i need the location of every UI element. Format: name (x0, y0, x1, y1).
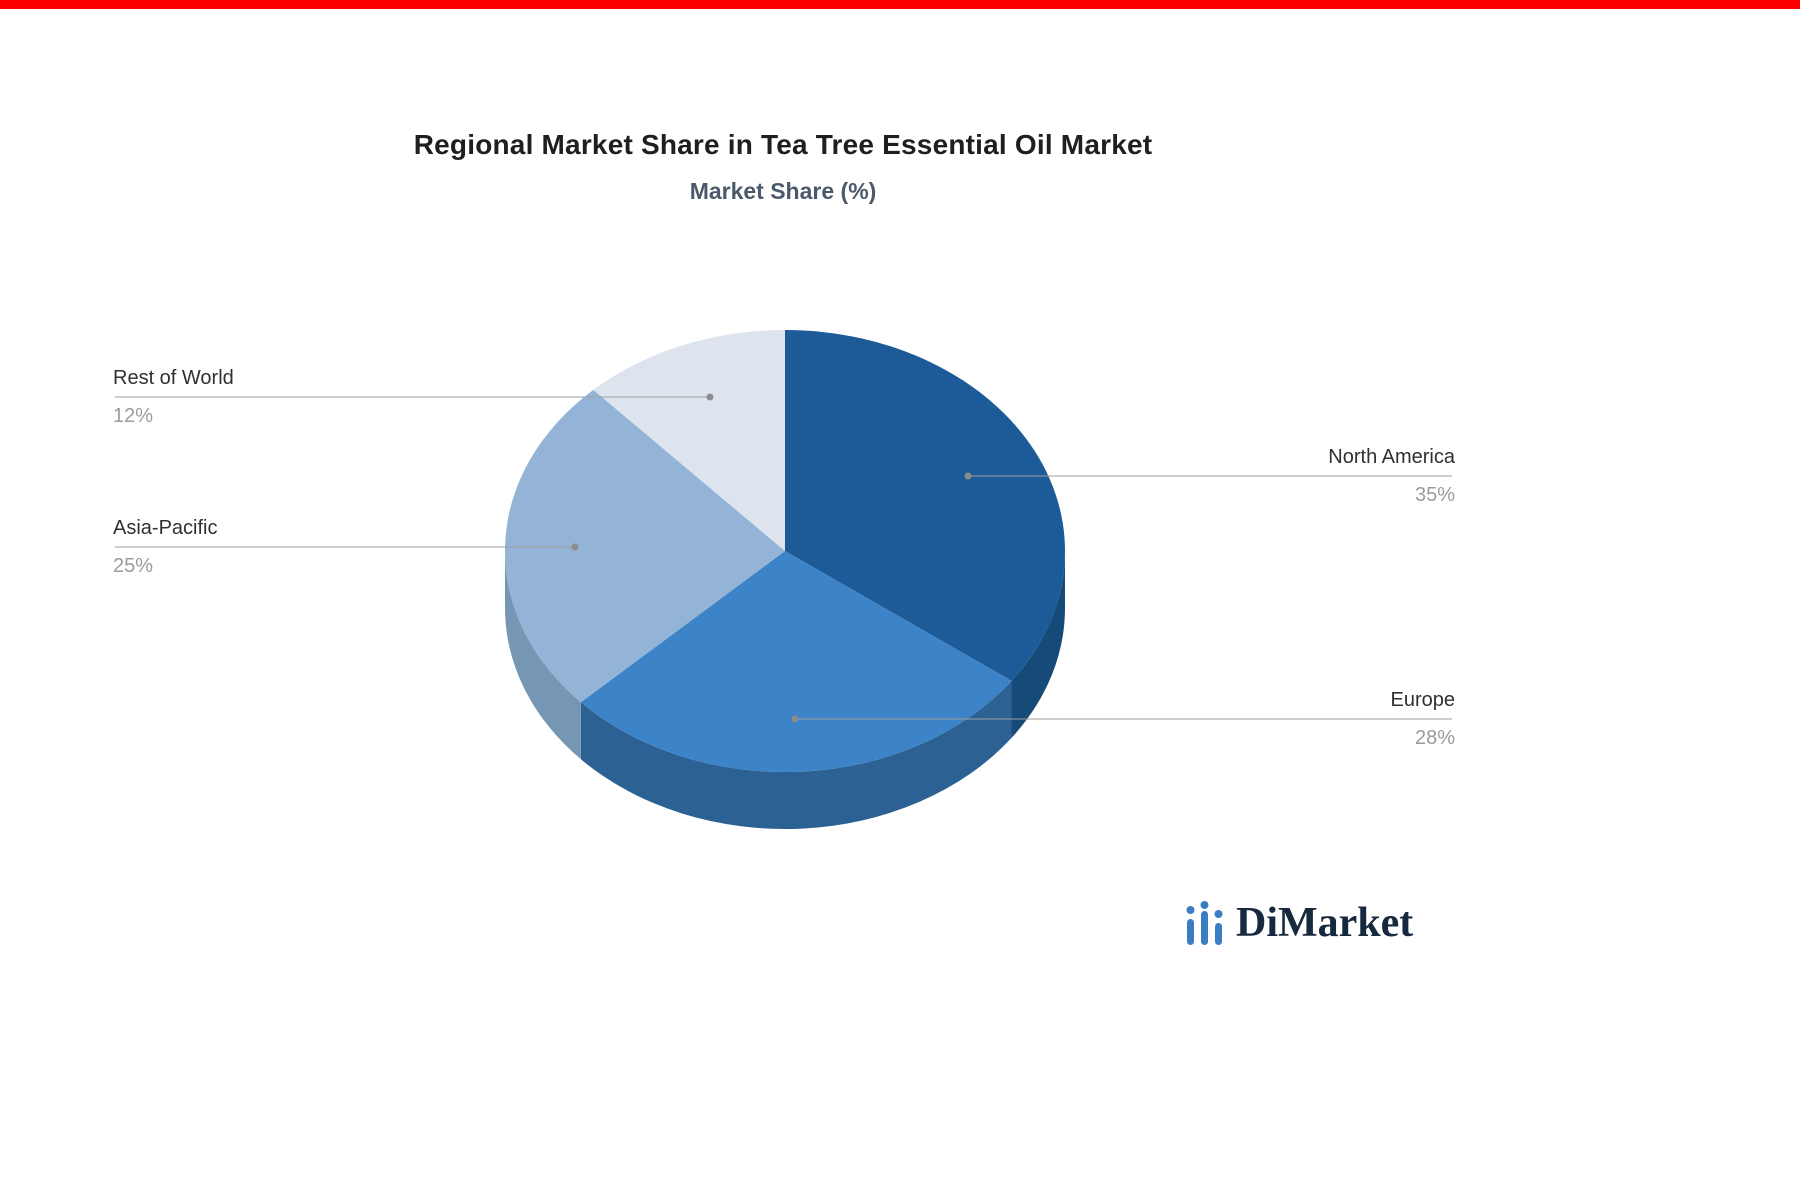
dimarket-logo-text: DiMarket (1236, 900, 1414, 946)
callout-asia-pacific: Asia-Pacific 25% (113, 516, 473, 578)
callout-north-america: North America 35% (1095, 445, 1455, 507)
slice-label-north-america: North America (1328, 446, 1455, 468)
pie-slice-side-europe (580, 680, 1012, 830)
slice-value-rest-of-world: 12% (113, 405, 154, 427)
pie-slice-rest-of-world[interactable] (593, 330, 785, 551)
callout-dot-rest-of-world (706, 393, 714, 401)
callout-rest-of-world: Rest of World 12% (113, 366, 473, 428)
chart-area: Regional Market Share in Tea Tree Essent… (0, 9, 1566, 1109)
top-accent-bar (0, 0, 1800, 9)
pie-slice-side-asia-pacific (505, 551, 581, 760)
chart-title: Regional Market Share in Tea Tree Essent… (413, 129, 1153, 160)
chart-subtitle: Market Share (%) (689, 178, 877, 204)
slice-value-europe: 28% (1414, 727, 1455, 749)
callout-dot-europe (791, 715, 799, 723)
bar-chart-icon (1186, 901, 1223, 945)
pie-slice-asia-pacific[interactable] (505, 389, 785, 703)
callout-dot-asia-pacific (571, 543, 579, 551)
callout-europe: Europe 28% (1095, 688, 1456, 750)
pie-slice-europe[interactable] (580, 551, 1012, 772)
slice-label-asia-pacific: Asia-Pacific (113, 517, 218, 539)
slice-label-rest-of-world: Rest of World (113, 367, 234, 389)
pie-slice-north-america[interactable] (785, 330, 1065, 681)
pie-slice-side-north-america (1011, 551, 1065, 738)
dimarket-logo: DiMarket (1185, 901, 1413, 945)
slice-value-north-america: 35% (1414, 484, 1455, 506)
slice-label-europe: Europe (1390, 689, 1456, 711)
callout-dot-north-america (964, 472, 972, 480)
slice-value-asia-pacific: 25% (113, 555, 154, 577)
